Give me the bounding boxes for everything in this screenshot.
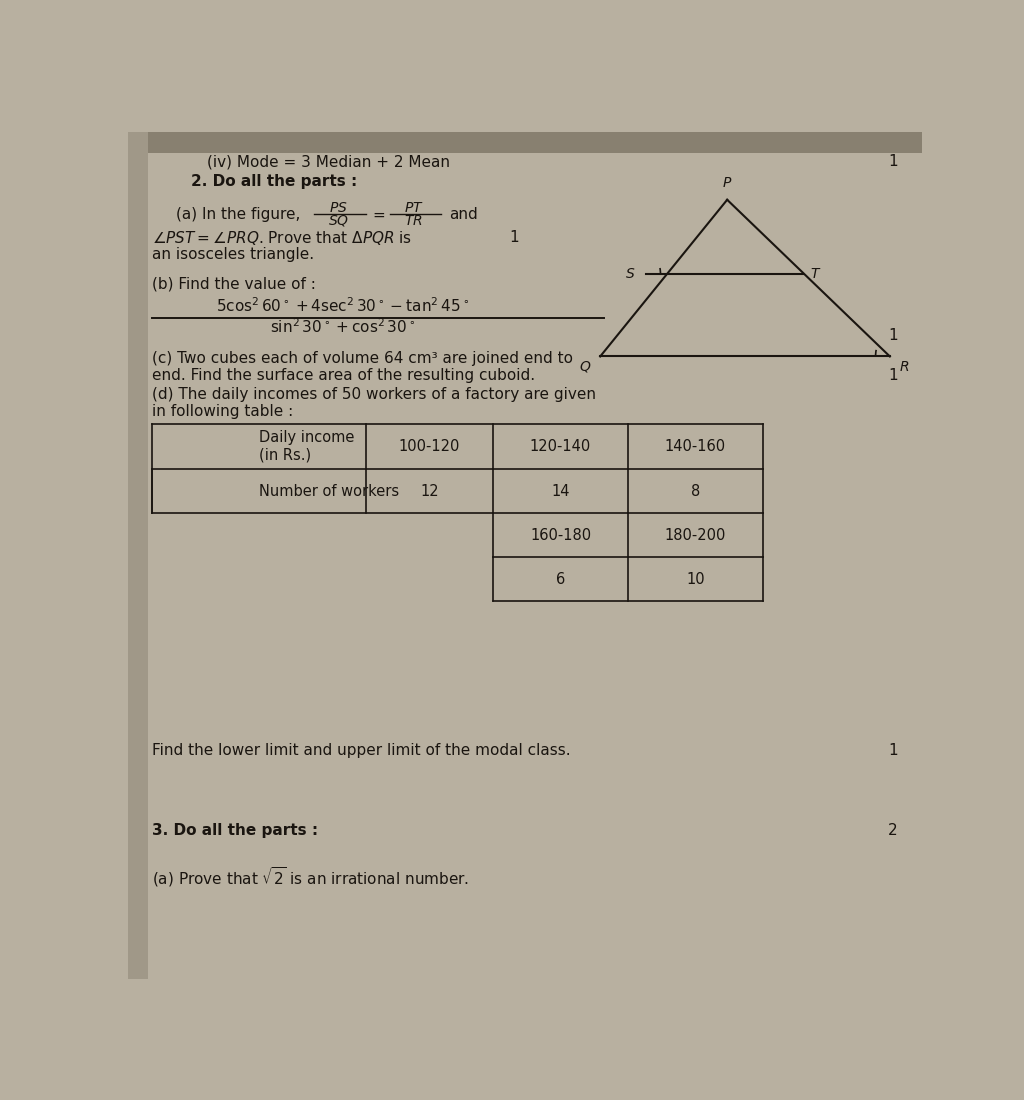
Text: (a) In the figure,: (a) In the figure, — [176, 207, 300, 222]
Text: Number of workers: Number of workers — [259, 484, 399, 498]
Text: an isosceles triangle.: an isosceles triangle. — [152, 248, 314, 262]
Text: (b) Find the value of :: (b) Find the value of : — [152, 277, 315, 292]
Text: $=$: $=$ — [370, 207, 386, 222]
Text: 1: 1 — [888, 328, 898, 343]
Text: 1: 1 — [888, 154, 898, 169]
Text: Q: Q — [580, 360, 591, 374]
Text: (c) Two cubes each of volume 64 cm³ are joined end to: (c) Two cubes each of volume 64 cm³ are … — [152, 351, 572, 365]
Text: S: S — [626, 267, 635, 282]
Text: 160-180: 160-180 — [530, 528, 591, 542]
Text: $\sin^2 30^\circ + \cos^2 30^\circ$: $\sin^2 30^\circ + \cos^2 30^\circ$ — [269, 318, 415, 337]
Text: 14: 14 — [551, 484, 569, 498]
Text: $5\cos^2 60^\circ + 4\sec^2 30^\circ - \tan^2 45^\circ$: $5\cos^2 60^\circ + 4\sec^2 30^\circ - \… — [216, 296, 469, 315]
Text: R: R — [899, 360, 909, 374]
Text: 1: 1 — [509, 230, 518, 245]
Text: T: T — [810, 267, 818, 282]
Text: 1: 1 — [888, 367, 898, 383]
Text: (d) The daily incomes of 50 workers of a factory are given: (d) The daily incomes of 50 workers of a… — [152, 387, 596, 403]
Text: 10: 10 — [686, 572, 705, 586]
Text: 8: 8 — [691, 484, 700, 498]
Text: and: and — [450, 207, 478, 222]
Text: (a) Prove that $\sqrt{2}$ is an irrational number.: (a) Prove that $\sqrt{2}$ is an irration… — [152, 866, 469, 889]
Text: $TR$: $TR$ — [404, 213, 423, 228]
Text: Find the lower limit and upper limit of the modal class.: Find the lower limit and upper limit of … — [152, 742, 570, 758]
Text: in following table :: in following table : — [152, 404, 293, 419]
Text: 140-160: 140-160 — [665, 439, 726, 454]
Text: 6: 6 — [556, 572, 565, 586]
Text: (iv) Mode = 3 Median + 2 Mean: (iv) Mode = 3 Median + 2 Mean — [207, 154, 451, 169]
Text: $SQ$: $SQ$ — [328, 213, 349, 229]
Text: $\angle PST = \angle PRQ$. Prove that $\Delta PQR$ is: $\angle PST = \angle PRQ$. Prove that $\… — [152, 229, 412, 246]
Bar — [128, 132, 922, 153]
Text: 120-140: 120-140 — [529, 439, 591, 454]
Text: $PS$: $PS$ — [329, 201, 348, 216]
Text: P: P — [723, 176, 731, 189]
Text: 100-120: 100-120 — [399, 439, 460, 454]
Text: $PT$: $PT$ — [403, 201, 424, 216]
Text: 12: 12 — [420, 484, 439, 498]
Text: end. Find the surface area of the resulting cuboid.: end. Find the surface area of the result… — [152, 367, 535, 383]
Bar — [128, 132, 147, 979]
Text: Daily income
(in Rs.): Daily income (in Rs.) — [259, 430, 354, 463]
Text: 2: 2 — [888, 823, 898, 838]
Text: 180-200: 180-200 — [665, 528, 726, 542]
Text: 1: 1 — [888, 742, 898, 758]
Text: 3. Do all the parts :: 3. Do all the parts : — [152, 823, 317, 838]
Text: 2. Do all the parts :: 2. Do all the parts : — [191, 174, 357, 188]
